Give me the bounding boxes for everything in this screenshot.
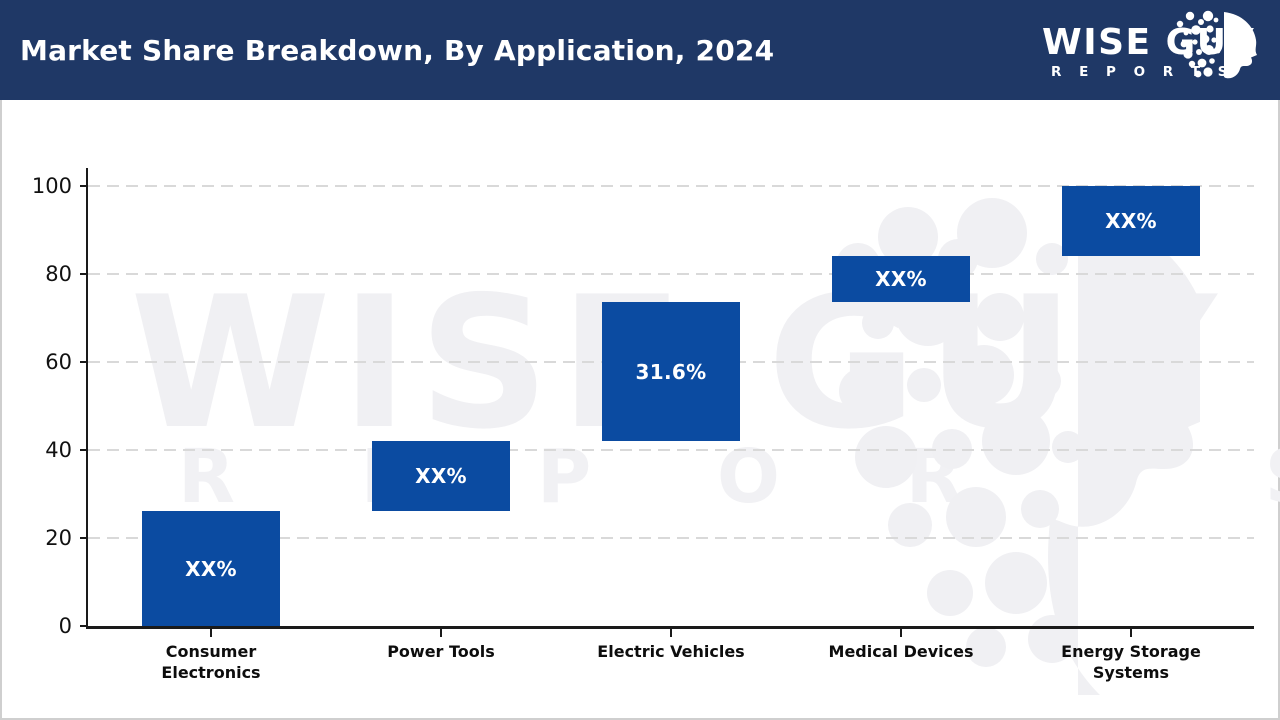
xtick-mark-1: [440, 629, 442, 637]
bar-value-label: XX%: [185, 556, 237, 581]
bar-value-label: XX%: [415, 464, 467, 489]
ytick-label-60: 60: [45, 350, 72, 374]
header-band: Market Share Breakdown, By Application, …: [0, 0, 1280, 100]
gridline-40: [88, 449, 1254, 451]
category-label-3: Medical Devices: [828, 642, 974, 661]
ytick-label-80: 80: [45, 262, 72, 286]
ytick-label-100: 100: [31, 174, 72, 198]
xtick-mark-2: [670, 629, 672, 637]
gridline-100: [88, 185, 1254, 187]
chart-title: Market Share Breakdown, By Application, …: [20, 33, 775, 67]
category-label-1: Power Tools: [387, 642, 495, 661]
wiseguy-logo-head-icon: [1176, 10, 1257, 79]
ytick-label-20: 20: [45, 526, 72, 550]
gridline-20: [88, 537, 1254, 539]
bar-consumer-electronics: XX%: [142, 511, 280, 626]
bar-value-label: XX%: [1105, 209, 1157, 234]
ytick-mark-40: [80, 449, 88, 451]
xtick-mark-3: [900, 629, 902, 637]
bar-power-tools: XX%: [372, 441, 510, 512]
x-axis-line: [86, 626, 1254, 629]
wiseguy-logo: WISE GUY R E P O R T S: [1042, 10, 1257, 80]
category-label-2: Electric Vehicles: [597, 642, 745, 661]
bar-value-label: 31.6%: [635, 359, 707, 384]
ytick-label-40: 40: [45, 438, 72, 462]
gridline-80: [88, 273, 1254, 275]
ytick-label-0: 0: [58, 614, 72, 638]
category-label-0: Consumer Electronics: [161, 642, 261, 682]
bar-value-label: XX%: [875, 267, 927, 292]
ytick-mark-80: [80, 273, 88, 275]
xtick-mark-4: [1130, 629, 1132, 637]
bar-electric-vehicles: 31.6%: [602, 302, 740, 442]
logo-wordmark: WISE GUY: [1042, 22, 1255, 63]
xtick-mark-0: [210, 629, 212, 637]
y-axis-line: [86, 168, 88, 629]
category-label-4: Energy Storage Systems: [1061, 642, 1201, 682]
logo-subtext: R E P O R T S: [1051, 64, 1234, 80]
ytick-mark-60: [80, 361, 88, 363]
bar-medical-devices: XX%: [832, 256, 970, 303]
bar-energy-storage-systems: XX%: [1062, 186, 1200, 257]
ytick-mark-20: [80, 537, 88, 539]
ytick-mark-0: [80, 625, 88, 627]
ytick-mark-100: [80, 185, 88, 187]
